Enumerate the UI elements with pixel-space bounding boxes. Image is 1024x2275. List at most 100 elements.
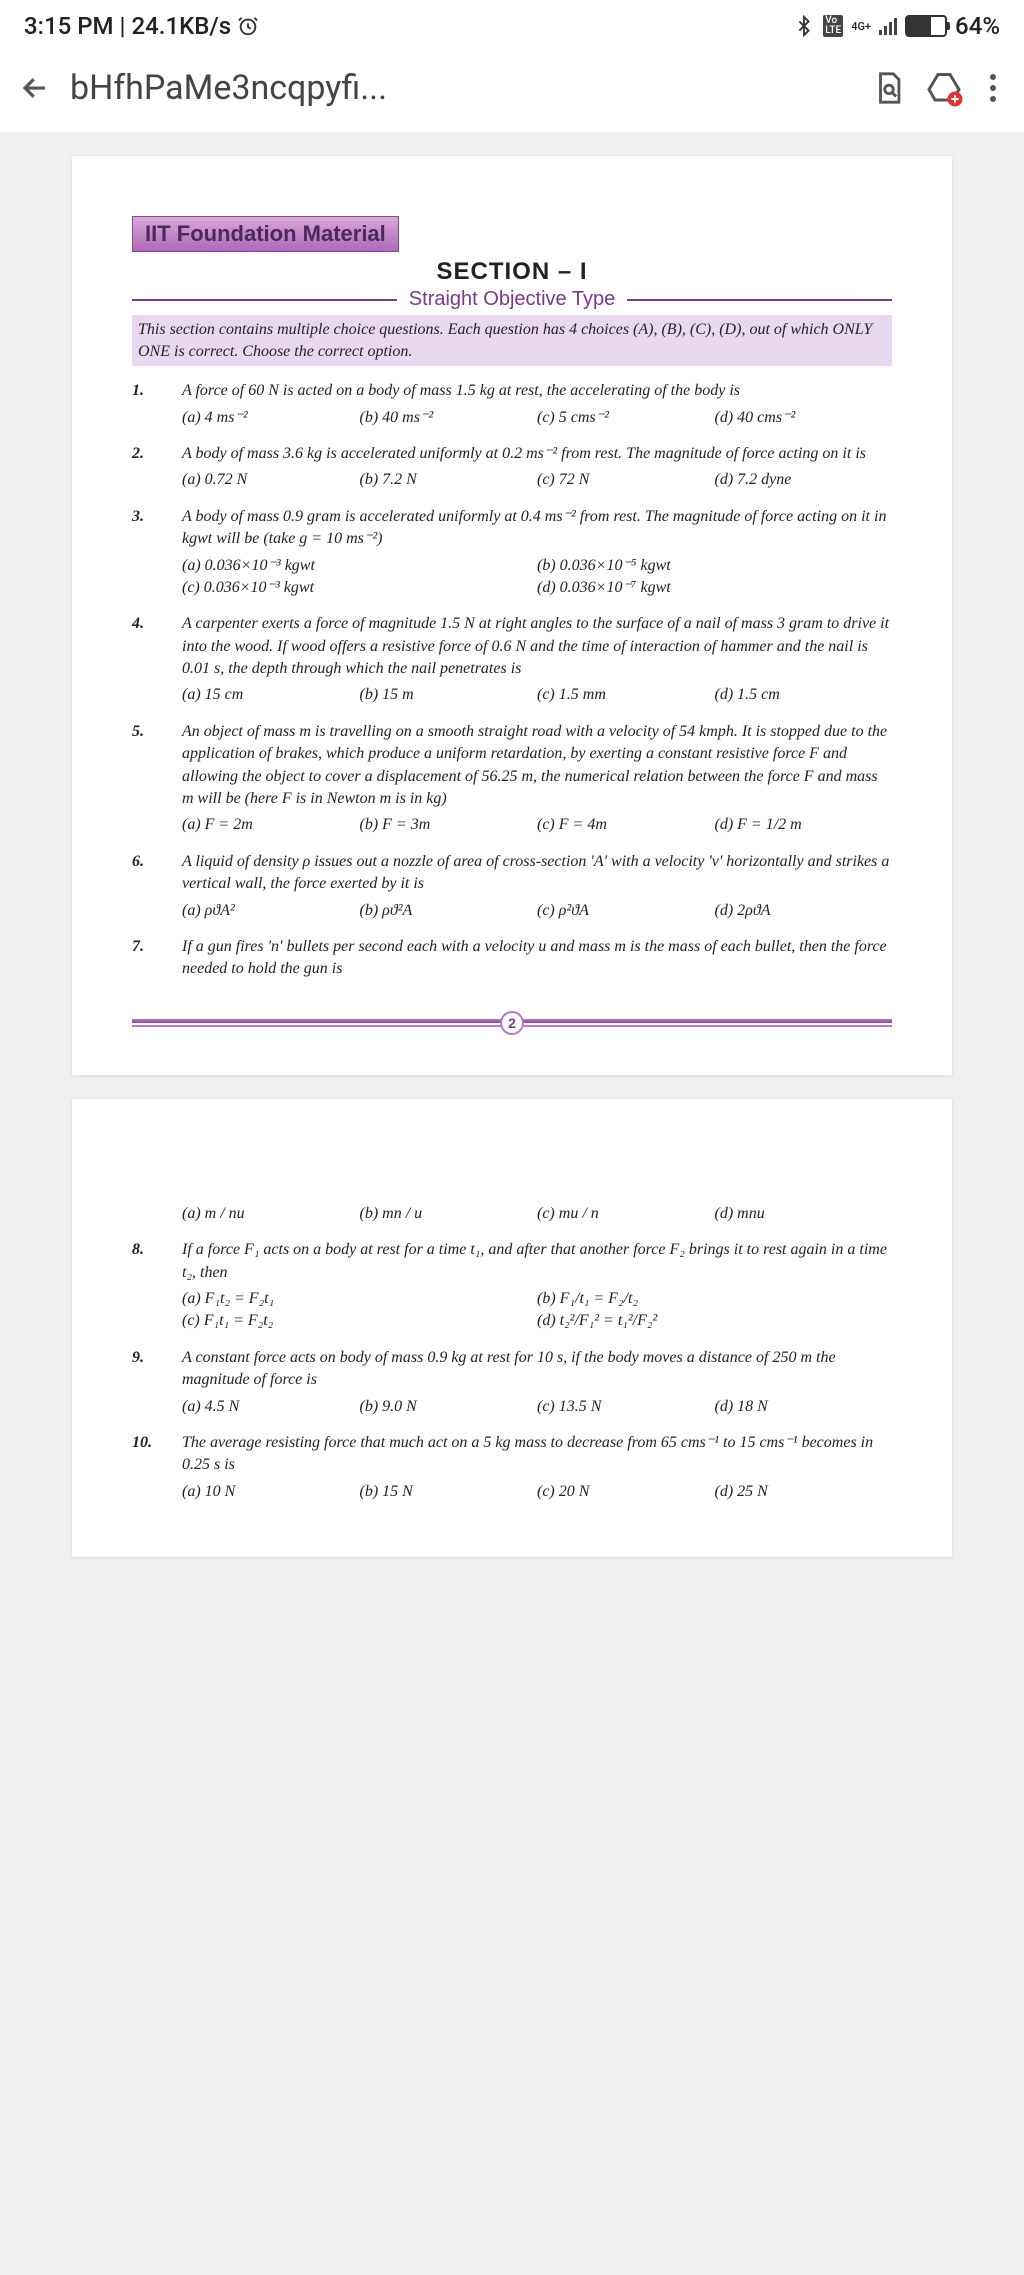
question-options: (a) 0.72 N (b) 7.2 N (c) 72 N (d) 7.2 dy… — [182, 469, 892, 491]
option-d: (d) 25 N — [715, 1481, 893, 1503]
status-bar: 3:15 PM | 24.1KB/s VoLTE 4G+ 64% — [0, 0, 1024, 52]
section-heading: SECTION – I — [132, 258, 892, 286]
option-d: (d) 1.5 cm — [715, 684, 893, 706]
battery-fill — [907, 17, 931, 35]
question-body: A body of mass 3.6 kg is accelerated uni… — [182, 443, 892, 492]
question-number: 2. — [132, 443, 182, 492]
option-b: (b) 15 N — [360, 1481, 538, 1503]
option-c: (c) 1.5 mm — [537, 684, 715, 706]
section-instructions: This section contains multiple choice qu… — [132, 315, 892, 366]
status-separator: | — [120, 12, 126, 40]
question-text: An object of mass m is travelling on a s… — [182, 723, 887, 807]
question-number: 10. — [132, 1432, 182, 1503]
section-subheading: Straight Objective Type — [409, 288, 615, 311]
question-body: An object of mass m is travelling on a s… — [182, 721, 892, 837]
question-body: If a force F₁ acts on a body at rest for… — [182, 1239, 892, 1333]
status-left: 3:15 PM | 24.1KB/s — [24, 12, 259, 40]
question-text: A carpenter exerts a force of magnitude … — [182, 615, 889, 677]
question-body: A liquid of density ρ issues out a nozzl… — [182, 851, 892, 922]
question-10: 10. The average resisting force that muc… — [132, 1432, 892, 1503]
iit-banner: IIT Foundation Material — [132, 216, 399, 252]
question-options: (a) 4.5 N (b) 9.0 N (c) 13.5 N (d) 18 N — [182, 1396, 892, 1418]
subhead-row: Straight Objective Type — [132, 288, 892, 311]
question-options: (a) 0.036×10⁻³ kgwt (b) 0.036×10⁻⁵ kgwt … — [182, 555, 892, 600]
network-speed: 24.1KB/s — [132, 12, 232, 40]
more-options-icon[interactable] — [982, 74, 1004, 102]
question-options: (a) 10 N (b) 15 N (c) 20 N (d) 25 N — [182, 1481, 892, 1503]
page-number-badge: 2 — [500, 1011, 524, 1035]
battery-icon — [905, 15, 947, 37]
rule-right — [627, 299, 892, 301]
question-number: 5. — [132, 721, 182, 837]
question-options: (a) F₁t₂ = F₂t₁ (b) F₁/t₁ = F₂/t₂ (c) F₁… — [182, 1288, 892, 1333]
option-d: (d) 2ρϑA — [715, 900, 893, 922]
question-8: 8. If a force F₁ acts on a body at rest … — [132, 1239, 892, 1333]
question-3: 3. A body of mass 0.9 gram is accelerate… — [132, 506, 892, 600]
signal-icon — [879, 17, 897, 35]
question-number: 8. — [132, 1239, 182, 1333]
status-right: VoLTE 4G+ 64% — [793, 12, 1000, 40]
question-options: (a) 15 cm (b) 15 m (c) 1.5 mm (d) 1.5 cm — [182, 684, 892, 706]
question-number: 3. — [132, 506, 182, 600]
option-a: (a) 4 ms⁻² — [182, 407, 360, 429]
option-a: (a) 15 cm — [182, 684, 360, 706]
option-d: (d) 40 cms⁻² — [715, 407, 893, 429]
question-4: 4. A carpenter exerts a force of magnitu… — [132, 613, 892, 707]
question-5: 5. An object of mass m is travelling on … — [132, 721, 892, 837]
option-a: (a) m / nu — [182, 1203, 360, 1225]
question-6: 6. A liquid of density ρ issues out a no… — [132, 851, 892, 922]
battery-percent: 64% — [955, 12, 1000, 40]
find-in-page-icon[interactable] — [872, 71, 906, 105]
option-a: (a) 10 N — [182, 1481, 360, 1503]
option-d: (d) 18 N — [715, 1396, 893, 1418]
option-d: (d) t₂²/F₁² = t₁²/F₂² — [537, 1310, 892, 1332]
question-number: 1. — [132, 380, 182, 429]
option-b: (b) 7.2 N — [360, 469, 538, 491]
rule-left — [132, 299, 397, 301]
question-number: 9. — [132, 1347, 182, 1418]
question-7: 7. If a gun fires 'n' bullets per second… — [132, 936, 892, 981]
option-c: (c) mu / n — [537, 1203, 715, 1225]
option-c: (c) 0.036×10⁻³ kgwt — [182, 577, 537, 599]
option-a: (a) 4.5 N — [182, 1396, 360, 1418]
question-text: If a gun fires 'n' bullets per second ea… — [182, 938, 887, 977]
alarm-icon — [237, 15, 259, 37]
document-title[interactable]: bHfhPaMe3ncqpyfi... — [70, 68, 852, 108]
add-to-drive-icon[interactable] — [926, 70, 962, 106]
option-a: (a) 0.036×10⁻³ kgwt — [182, 555, 537, 577]
clock-time: 3:15 PM — [24, 12, 114, 40]
back-icon[interactable] — [20, 73, 50, 103]
question-options: (a) m / nu (b) mn / u (c) mu / n (d) mnu — [182, 1203, 892, 1225]
question-body: If a gun fires 'n' bullets per second ea… — [182, 936, 892, 981]
option-d: (d) F = 1/2 m — [715, 814, 893, 836]
question-text: A liquid of density ρ issues out a nozzl… — [182, 853, 889, 892]
question-text: The average resisting force that much ac… — [182, 1434, 873, 1473]
option-b: (b) 0.036×10⁻⁵ kgwt — [537, 555, 892, 577]
question-text: A force of 60 N is acted on a body of ma… — [182, 382, 740, 399]
option-c: (c) 13.5 N — [537, 1396, 715, 1418]
question-7-options: (a) m / nu (b) mn / u (c) mu / n (d) mnu — [132, 1199, 892, 1225]
question-body: (a) m / nu (b) mn / u (c) mu / n (d) mnu — [182, 1199, 892, 1225]
question-options: (a) 4 ms⁻² (b) 40 ms⁻² (c) 5 cms⁻² (d) 4… — [182, 407, 892, 429]
question-options: (a) ρϑA² (b) ρϑ²A (c) ρ²ϑA (d) 2ρϑA — [182, 900, 892, 922]
option-b: (b) 40 ms⁻² — [360, 407, 538, 429]
question-text: A constant force acts on body of mass 0.… — [182, 1349, 836, 1388]
question-number: 7. — [132, 936, 182, 981]
app-toolbar: bHfhPaMe3ncqpyfi... — [0, 52, 1024, 132]
question-1: 1. A force of 60 N is acted on a body of… — [132, 380, 892, 429]
question-body: A carpenter exerts a force of magnitude … — [182, 613, 892, 707]
question-body: A body of mass 0.9 gram is accelerated u… — [182, 506, 892, 600]
document-page-2: (a) m / nu (b) mn / u (c) mu / n (d) mnu… — [72, 1099, 952, 1557]
question-body: The average resisting force that much ac… — [182, 1432, 892, 1503]
question-9: 9. A constant force acts on body of mass… — [132, 1347, 892, 1418]
option-b: (b) 15 m — [360, 684, 538, 706]
option-b: (b) mn / u — [360, 1203, 538, 1225]
option-c: (c) ρ²ϑA — [537, 900, 715, 922]
question-body: A constant force acts on body of mass 0.… — [182, 1347, 892, 1418]
question-number: 6. — [132, 851, 182, 922]
option-a: (a) 0.72 N — [182, 469, 360, 491]
option-b: (b) F₁/t₁ = F₂/t₂ — [537, 1288, 892, 1310]
option-a: (a) ρϑA² — [182, 900, 360, 922]
network-type: 4G+ — [851, 21, 871, 32]
option-c: (c) F = 4m — [537, 814, 715, 836]
